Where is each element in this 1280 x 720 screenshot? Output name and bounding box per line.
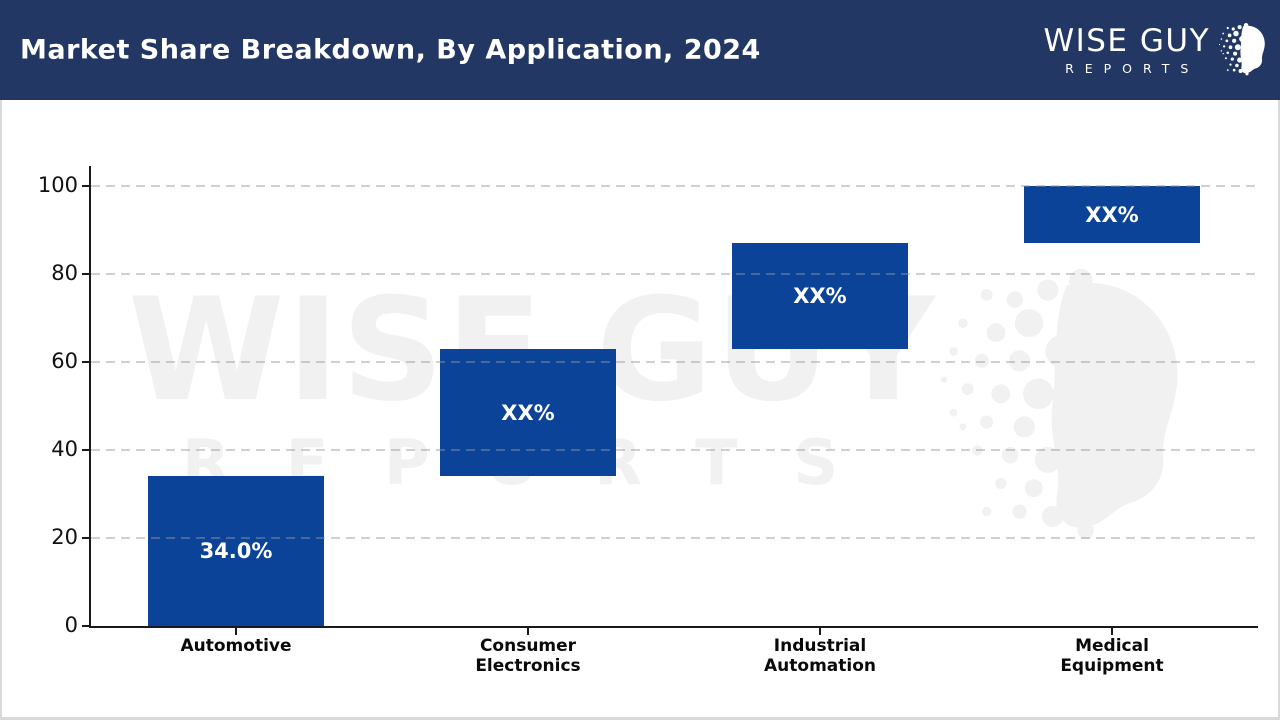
header: Market Share Breakdown, By Application, … (0, 0, 1280, 100)
y-tick-label-100: 100 (37, 173, 78, 197)
bar-label-2: XX% (793, 284, 847, 308)
logo-subtext: REPORTS (1065, 61, 1200, 76)
gridline-80 (91, 273, 1258, 275)
y-tick-40 (82, 449, 90, 451)
y-tick-label-40: 40 (51, 437, 78, 461)
x-tick-3 (1111, 628, 1113, 635)
bar-label-0: 34.0% (199, 539, 273, 564)
dotted-head-watermark (941, 268, 1178, 539)
y-axis-line (89, 166, 91, 628)
x-axis-line (89, 626, 1258, 628)
x-tick-0 (235, 628, 237, 635)
wiseguy-logo: WISE GUY REPORTS (1043, 4, 1268, 96)
bar-consumer-electronics (440, 348, 616, 477)
gridline-100 (91, 185, 1258, 187)
bar-automotive (148, 476, 324, 626)
y-tick-label-0: 0 (64, 613, 78, 637)
x-category-label-2: Industrial Automation (764, 636, 876, 676)
y-tick-0 (82, 625, 90, 627)
bar-label-1: XX% (501, 400, 555, 425)
dotted-head-icon (1218, 23, 1265, 76)
x-tick-1 (527, 628, 529, 635)
chart-title: Market Share Breakdown, By Application, … (20, 34, 761, 66)
y-tick-label-60: 60 (51, 349, 78, 373)
y-tick-60 (82, 361, 90, 363)
x-category-label-1: Consumer Electronics (475, 636, 581, 676)
x-category-label-0: Automotive (180, 636, 292, 656)
gridline-20 (91, 537, 1258, 539)
y-tick-label-80: 80 (51, 261, 78, 285)
bar-label-3: XX% (1085, 202, 1139, 227)
bar-medical-equipment (1024, 186, 1200, 244)
y-tick-100 (82, 185, 90, 187)
y-tick-label-20: 20 (51, 525, 78, 549)
y-tick-20 (82, 537, 90, 539)
logo-wordmark: WISE GUY (1043, 23, 1210, 59)
gridline-60 (91, 361, 1258, 363)
gridline-40 (91, 449, 1258, 451)
chart-area: WISE GUY REPORTS 02040608010034.0%Automo… (0, 100, 1280, 720)
y-tick-80 (82, 273, 90, 275)
x-tick-2 (819, 628, 821, 635)
x-category-label-3: Medical Equipment (1060, 636, 1164, 676)
bar-industrial-automation (732, 243, 908, 349)
